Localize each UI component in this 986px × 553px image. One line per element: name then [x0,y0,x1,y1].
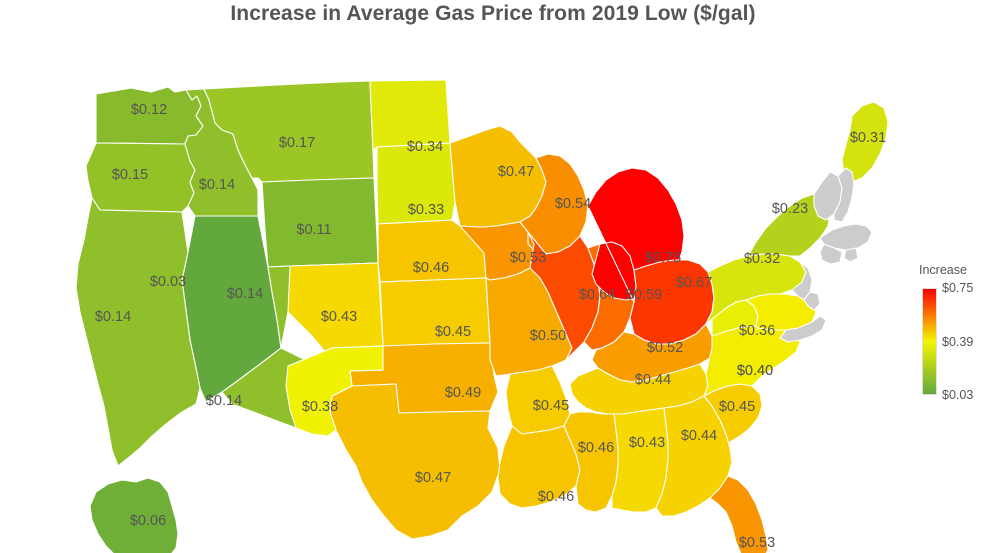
state-de[interactable] [803,291,821,311]
state-ms[interactable]: Mississippi: $0.46 [563,411,619,513]
state-sd[interactable]: South Dakota: $0.33 [376,142,456,225]
states-group: Washington: $0.12Oregon: $0.15Idaho: $0.… [75,79,889,553]
state-mt[interactable]: Montana: $0.17 [203,80,375,183]
state-al[interactable]: Alabama: $0.43 [611,407,669,513]
chart-title: Increase in Average Gas Price from 2019 … [230,2,756,25]
legend-tick-0: $0.75 [942,281,974,295]
state-md[interactable] [779,315,827,343]
state-wa[interactable]: Washington: $0.12 [95,86,204,145]
legend-tick-2: $0.03 [942,388,974,402]
legend-tick-1: $0.39 [942,334,974,349]
state-me[interactable]: Maine: $0.31 [841,101,889,183]
legend-gradient-bar [922,288,937,395]
state-ar[interactable]: Arkansas: $0.45 [505,365,571,435]
state-fl[interactable]: Florida: $0.53 [709,475,769,553]
state-mn[interactable]: Minnesota: $0.47 [449,125,547,228]
state-la[interactable]: Louisiana: $0.46 [497,425,581,509]
state-ks[interactable]: Kansas: $0.45 [379,277,491,347]
state-nh[interactable] [833,167,855,223]
state-co[interactable]: Colorado: $0.43 [287,262,384,361]
state-ak[interactable]: Alaska: $0.06 [89,477,179,553]
state-or[interactable]: Oregon: $0.15 [85,142,196,213]
legend-title: Increase [919,263,967,277]
color-legend: Increase $0.75 $0.39 $0.03 [905,255,986,405]
state-nj[interactable] [791,261,813,301]
state-wy[interactable]: Wyoming: $0.11 [261,177,379,268]
state-nd[interactable]: North Dakota: $0.34 [369,79,451,151]
state-ri[interactable] [843,247,859,263]
state-nm[interactable]: New Mexico: $0.38 [285,345,384,437]
state-ct[interactable] [819,243,843,265]
us-states-map: Washington: $0.12Oregon: $0.15Idaho: $0.… [75,79,889,553]
state-ca[interactable]: California: $0.14 [75,197,201,467]
state-tx[interactable]: Texas: $0.47 [329,383,501,540]
state-il[interactable]: Illinois: $0.64 [527,231,601,361]
us-map-container: Washington: $0.12Oregon: $0.15Idaho: $0.… [0,30,910,553]
